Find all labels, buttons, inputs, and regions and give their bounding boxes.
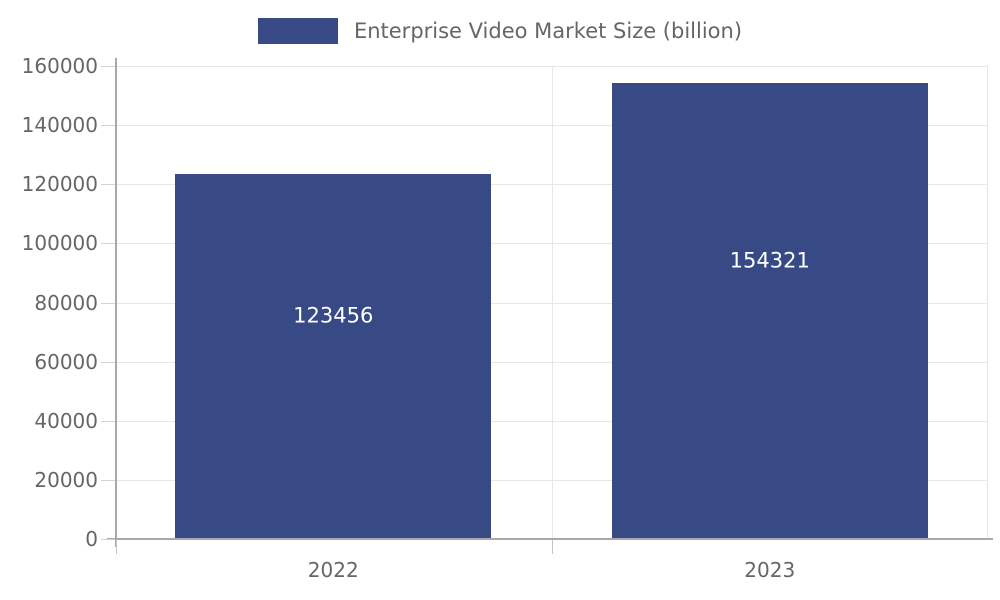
x-axis-tick-label: 2023 [744,558,796,582]
y-axis-tick-mark [101,125,115,127]
y-axis-tick-mark [101,539,115,540]
y-axis-tick-mark [101,420,115,422]
bar-value-label: 123456 [293,303,374,328]
legend-swatch-enterprise-video-market-size[interactable] [257,18,338,44]
y-axis-tick-label: 80000 [34,290,98,315]
y-axis-tick-mark [101,479,115,481]
bar[interactable] [611,82,928,539]
y-axis-line [115,58,117,547]
plot-right-edge [987,66,988,539]
bar-value-label: 154321 [729,248,810,273]
chart-legend: Enterprise Video Market Size (billion) [0,10,1000,52]
y-axis-tick-mark [101,184,115,186]
y-axis-tick-mark [101,302,115,304]
y-axis-tick-label: 60000 [34,349,98,374]
plot-area: 123456 154321 [115,66,988,540]
y-axis-tick-label: 120000 [21,172,98,197]
y-axis-tick-label: 20000 [34,467,98,492]
y-axis-tick-label: 160000 [21,54,98,78]
x-axis-tick-mark [116,540,117,554]
y-axis-tick-label: 40000 [34,408,98,433]
legend-label-enterprise-video-market-size[interactable]: Enterprise Video Market Size (billion) [353,18,743,43]
y-axis-tick-label: 100000 [21,231,98,256]
x-axis-tick-mark [551,540,553,554]
category-divider [551,66,553,539]
x-axis-tick-label: 2022 [307,558,359,582]
x-axis-line [107,538,993,540]
y-axis-tick-label: 0 [85,527,98,551]
bar[interactable] [175,174,492,539]
y-axis-tick-label: 140000 [21,113,98,138]
y-axis-tick-mark [101,361,115,363]
y-axis-tick-mark [101,66,115,67]
y-axis-tick-mark [101,243,115,245]
